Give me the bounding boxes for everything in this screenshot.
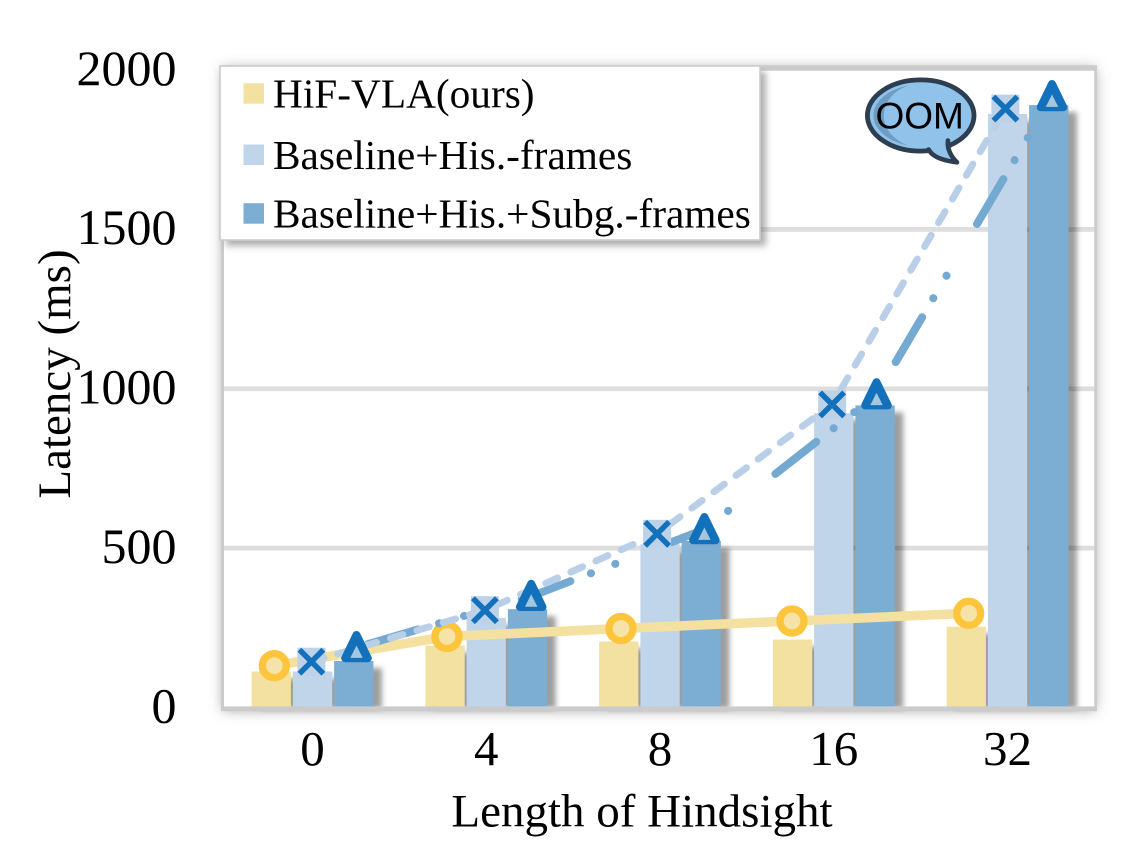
svg-text:8: 8 (648, 721, 673, 776)
svg-text:Length of Hindsight: Length of Hindsight (451, 786, 832, 838)
svg-text:1500: 1500 (77, 199, 177, 255)
svg-text:Baseline+His.+Subg.-frames: Baseline+His.+Subg.-frames (273, 191, 751, 237)
svg-text:32: 32 (983, 721, 1032, 776)
svg-text:1000: 1000 (77, 359, 177, 415)
svg-text:500: 500 (102, 518, 177, 574)
svg-text:2000: 2000 (77, 40, 177, 96)
svg-text:Baseline+His.-frames: Baseline+His.-frames (273, 132, 632, 178)
svg-text:Latency (ms): Latency (ms) (29, 249, 81, 498)
svg-text:0: 0 (300, 721, 325, 776)
svg-text:16: 16 (809, 721, 858, 776)
svg-text:4: 4 (474, 721, 499, 776)
svg-text:0: 0 (152, 677, 177, 733)
svg-text:HiF-VLA(ours): HiF-VLA(ours) (273, 71, 535, 118)
svg-text:OOM: OOM (876, 95, 964, 136)
